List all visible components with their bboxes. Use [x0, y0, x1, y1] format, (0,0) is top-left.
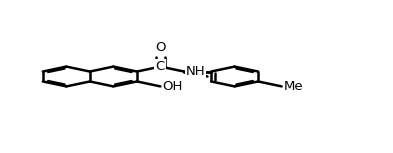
Text: O: O	[155, 41, 166, 54]
Text: C: C	[156, 60, 165, 73]
Text: Me: Me	[284, 80, 303, 93]
Text: OH: OH	[162, 80, 183, 93]
Text: NH: NH	[186, 65, 206, 78]
